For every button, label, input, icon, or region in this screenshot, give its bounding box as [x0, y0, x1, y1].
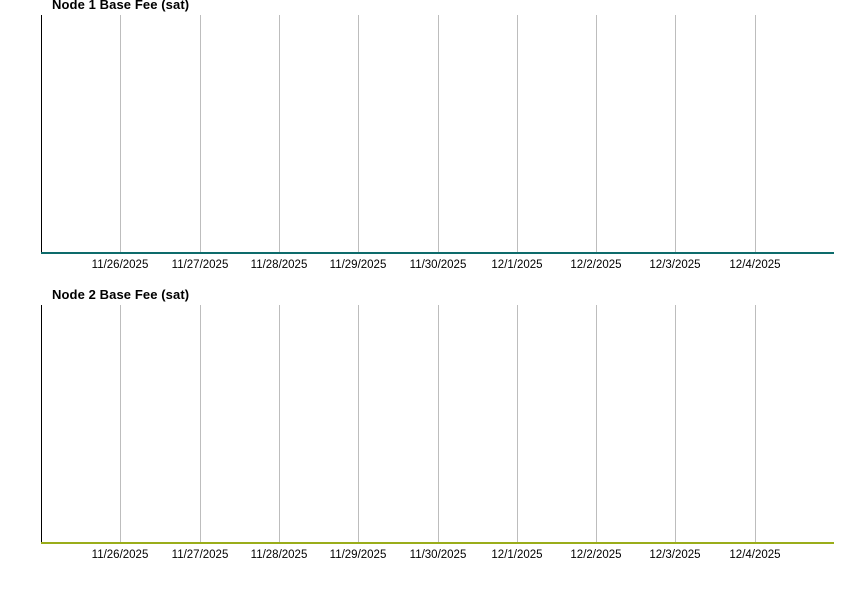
x-tick-label: 12/1/2025 — [491, 259, 543, 271]
gridline — [120, 305, 121, 543]
x-tick-label: 12/3/2025 — [649, 549, 701, 561]
x-tick-label: 11/27/2025 — [171, 549, 229, 561]
x-tick-label: 11/26/2025 — [91, 549, 149, 561]
gridline — [438, 305, 439, 543]
gridline — [200, 305, 201, 543]
x-tick-label: 11/27/2025 — [171, 259, 229, 271]
x-tick-label: 11/28/2025 — [250, 259, 308, 271]
gridline — [517, 305, 518, 543]
x-tick-label: 11/28/2025 — [250, 549, 308, 561]
chart-title-node-1: Node 1 Base Fee (sat) — [52, 0, 190, 12]
gridline — [596, 305, 597, 543]
y-axis-line-node-1 — [41, 15, 42, 254]
gridline — [755, 305, 756, 543]
plot-area-node-1 — [41, 16, 834, 254]
x-tick-label: 12/2/2025 — [570, 259, 622, 271]
gridline — [358, 305, 359, 543]
x-tick-label: 11/30/2025 — [409, 259, 467, 271]
gridline — [279, 305, 280, 543]
gridline — [200, 15, 201, 253]
gridline — [438, 15, 439, 253]
gridline — [517, 15, 518, 253]
x-tick-label: 12/3/2025 — [649, 259, 701, 271]
gridline — [675, 15, 676, 253]
y-axis-line-node-2 — [41, 305, 42, 544]
x-tick-label: 12/4/2025 — [729, 259, 781, 271]
x-tick-label: 11/29/2025 — [329, 549, 387, 561]
x-tick-label: 11/30/2025 — [409, 549, 467, 561]
gridline — [596, 15, 597, 253]
chart-panel-node-2: Node 2 Base Fee (sat) 11/26/2025 11/27/20… — [0, 287, 860, 580]
plot-area-node-2 — [41, 306, 834, 544]
chart-panel-node-1: Node 1 Base Fee (sat) 11/26/2025 11/27/20… — [0, 0, 860, 290]
gridline — [675, 305, 676, 543]
x-tick-label: 12/2/2025 — [570, 549, 622, 561]
chart-title-node-2: Node 2 Base Fee (sat) — [52, 287, 190, 302]
gridline — [755, 15, 756, 253]
x-tick-label: 12/4/2025 — [729, 549, 781, 561]
x-tick-label: 11/26/2025 — [91, 259, 149, 271]
x-tick-label: 11/29/2025 — [329, 259, 387, 271]
gridline — [279, 15, 280, 253]
series-line-node-2 — [41, 542, 834, 544]
gridline — [358, 15, 359, 253]
series-line-node-1 — [41, 252, 834, 254]
gridline — [120, 15, 121, 253]
x-tick-label: 12/1/2025 — [491, 549, 543, 561]
